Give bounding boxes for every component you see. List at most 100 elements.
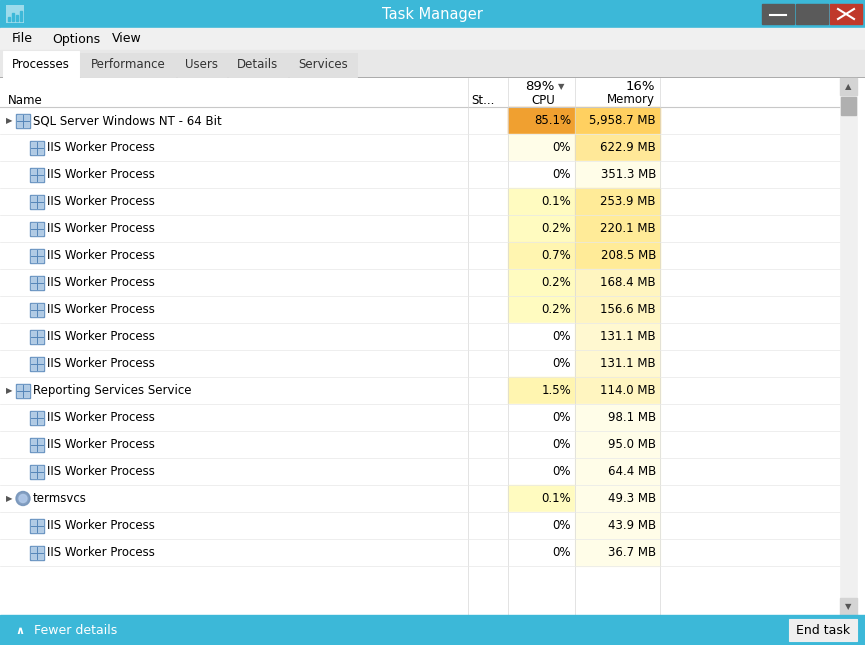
Bar: [508, 539, 575, 566]
Text: 43.9 MB: 43.9 MB: [608, 519, 656, 532]
Text: 16%: 16%: [625, 81, 655, 94]
Bar: [30, 519, 44, 533]
Bar: [12, 13, 14, 21]
Bar: [840, 78, 857, 615]
Bar: [660, 485, 840, 512]
Bar: [660, 161, 840, 188]
Bar: [660, 215, 840, 242]
Text: 0%: 0%: [553, 330, 571, 343]
Bar: [575, 323, 660, 350]
Bar: [830, 4, 862, 24]
Bar: [30, 195, 44, 208]
Text: View: View: [112, 32, 141, 46]
Bar: [30, 195, 44, 208]
Bar: [30, 275, 44, 290]
Text: 0%: 0%: [553, 357, 571, 370]
Text: ▶: ▶: [6, 386, 12, 395]
Text: 0%: 0%: [553, 465, 571, 478]
Bar: [575, 161, 660, 188]
Bar: [575, 296, 660, 323]
Bar: [0, 377, 508, 404]
Bar: [508, 404, 575, 431]
Bar: [508, 485, 575, 512]
Bar: [789, 619, 857, 641]
Bar: [575, 539, 660, 566]
Bar: [0, 50, 865, 78]
Bar: [30, 464, 44, 479]
Text: ▶: ▶: [6, 116, 12, 125]
Text: 98.1 MB: 98.1 MB: [608, 411, 656, 424]
Bar: [31, 195, 43, 208]
Bar: [575, 404, 660, 431]
Bar: [762, 4, 794, 24]
Bar: [575, 107, 660, 134]
Text: 0%: 0%: [553, 168, 571, 181]
Bar: [575, 269, 660, 296]
Bar: [660, 134, 840, 161]
Bar: [30, 303, 44, 317]
Bar: [30, 248, 44, 263]
Text: IIS Worker Process: IIS Worker Process: [47, 141, 155, 154]
Bar: [30, 357, 44, 370]
Text: IIS Worker Process: IIS Worker Process: [47, 303, 155, 316]
Bar: [508, 377, 575, 404]
Bar: [30, 410, 44, 424]
Text: 0%: 0%: [553, 438, 571, 451]
Bar: [508, 323, 575, 350]
Bar: [30, 357, 44, 370]
Text: 95.0 MB: 95.0 MB: [608, 438, 656, 451]
Text: 36.7 MB: 36.7 MB: [608, 546, 656, 559]
Text: 253.9 MB: 253.9 MB: [600, 195, 656, 208]
Bar: [508, 242, 575, 269]
Bar: [575, 431, 660, 458]
Bar: [16, 384, 30, 397]
Text: IIS Worker Process: IIS Worker Process: [47, 357, 155, 370]
Text: IIS Worker Process: IIS Worker Process: [47, 519, 155, 532]
Bar: [508, 269, 575, 296]
Text: 351.3 MB: 351.3 MB: [600, 168, 656, 181]
Bar: [0, 296, 508, 323]
Text: 89%: 89%: [526, 81, 555, 94]
Text: 0.2%: 0.2%: [541, 222, 571, 235]
Bar: [841, 97, 856, 115]
Bar: [0, 323, 508, 350]
Bar: [508, 458, 575, 485]
Text: Name: Name: [8, 94, 42, 106]
Bar: [16, 15, 18, 21]
Bar: [0, 134, 508, 161]
Text: Memory: Memory: [607, 94, 655, 106]
Text: IIS Worker Process: IIS Worker Process: [47, 168, 155, 181]
Text: IIS Worker Process: IIS Worker Process: [47, 276, 155, 289]
Bar: [31, 250, 43, 261]
Text: CPU: CPU: [531, 94, 555, 106]
Bar: [20, 11, 22, 21]
Bar: [31, 141, 43, 154]
Bar: [31, 466, 43, 477]
Bar: [575, 242, 660, 269]
Text: ▼: ▼: [558, 83, 565, 92]
Bar: [31, 330, 43, 342]
Bar: [660, 377, 840, 404]
Bar: [31, 357, 43, 370]
Text: 0%: 0%: [553, 546, 571, 559]
Bar: [31, 223, 43, 235]
Bar: [508, 188, 575, 215]
Bar: [30, 546, 44, 559]
Text: IIS Worker Process: IIS Worker Process: [47, 222, 155, 235]
Bar: [660, 296, 840, 323]
Bar: [30, 141, 44, 155]
Bar: [508, 350, 575, 377]
Bar: [0, 242, 508, 269]
Bar: [30, 546, 44, 559]
Bar: [840, 78, 857, 95]
Bar: [575, 134, 660, 161]
Text: 49.3 MB: 49.3 MB: [608, 492, 656, 505]
Text: 168.4 MB: 168.4 MB: [600, 276, 656, 289]
Bar: [30, 330, 44, 344]
Bar: [508, 431, 575, 458]
Bar: [30, 221, 44, 235]
Text: IIS Worker Process: IIS Worker Process: [47, 195, 155, 208]
Bar: [508, 134, 575, 161]
Text: 220.1 MB: 220.1 MB: [600, 222, 656, 235]
Bar: [0, 485, 508, 512]
